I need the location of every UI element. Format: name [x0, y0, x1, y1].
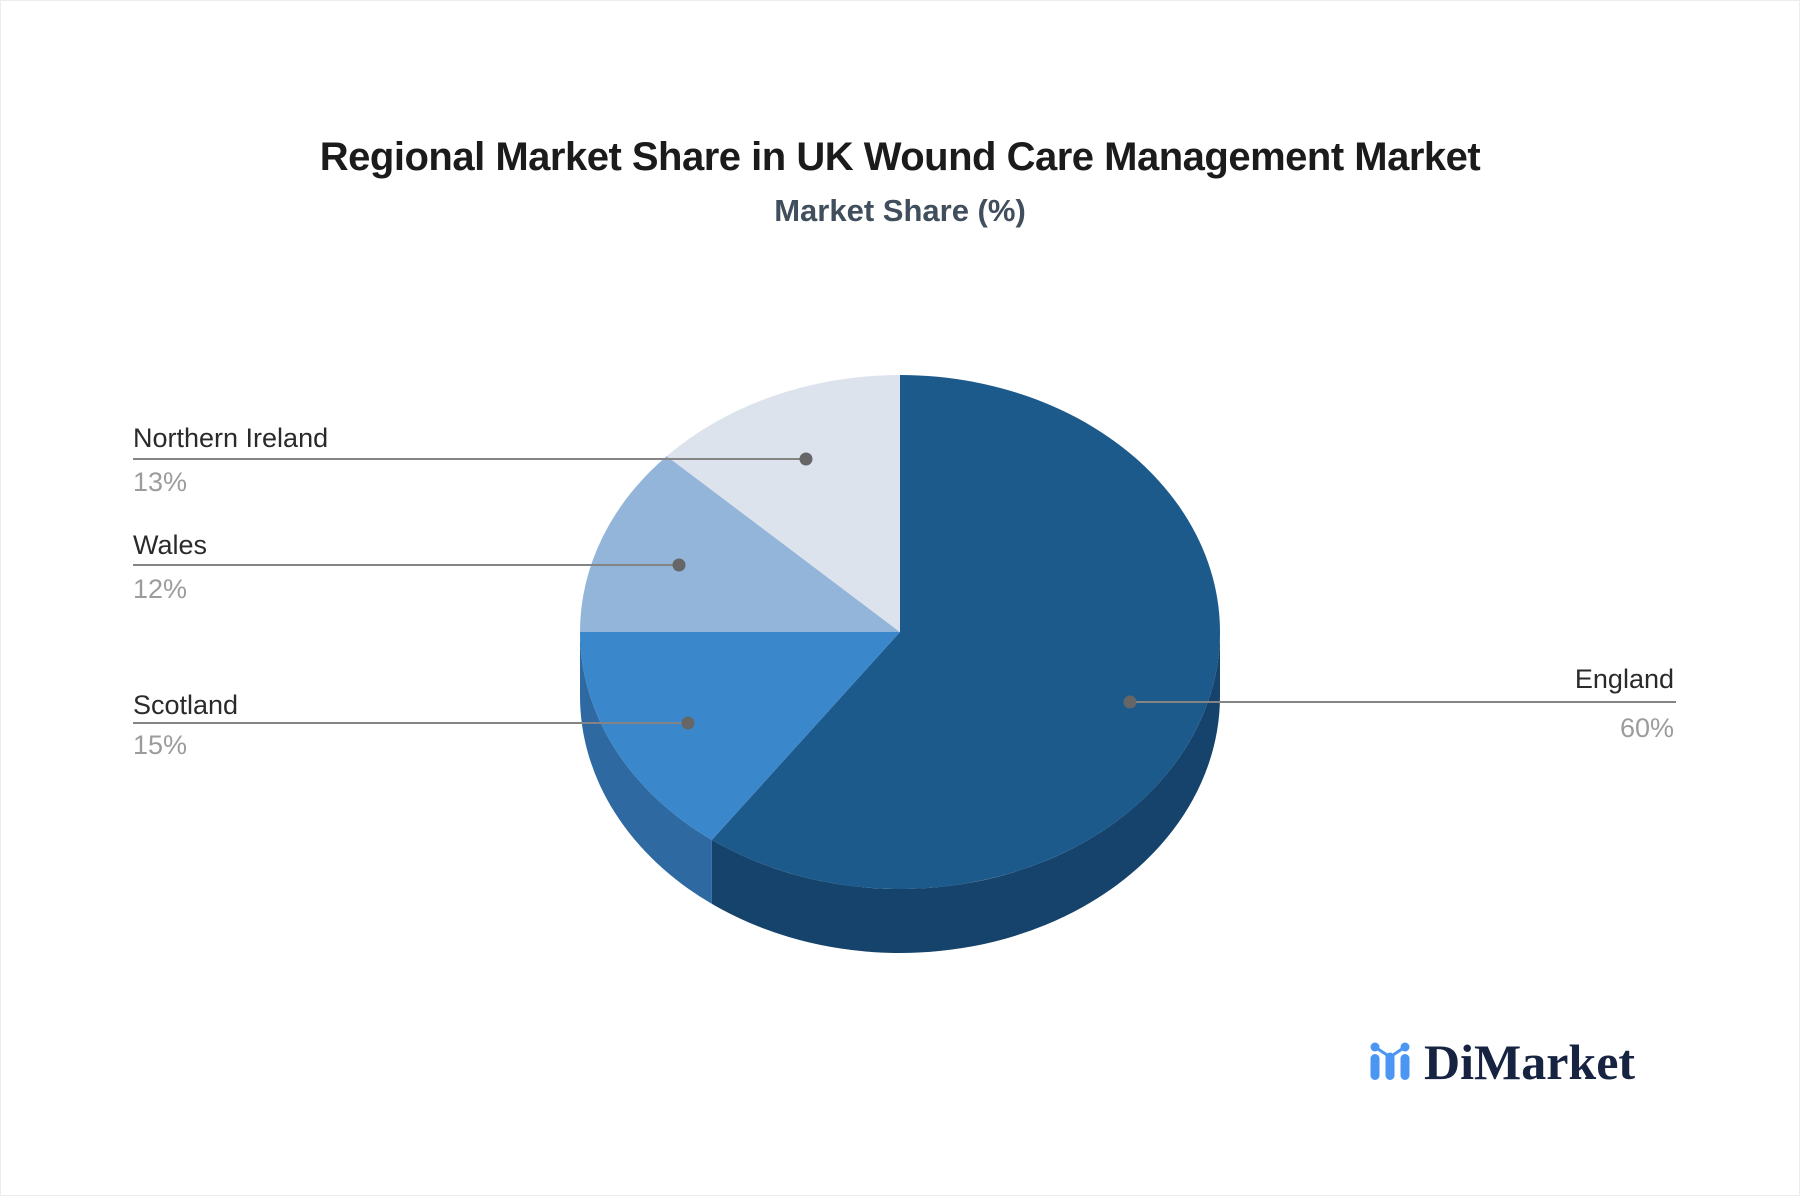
leader-lines [133, 458, 1676, 724]
pie-slices [580, 375, 1220, 953]
chart-title: Regional Market Share in UK Wound Care M… [319, 135, 1481, 179]
slice-label-england: England [1574, 664, 1674, 694]
pie-slice-side-england[interactable] [711, 632, 1220, 953]
pie-slice-scotland[interactable] [580, 632, 900, 840]
pie-slice-england[interactable] [711, 375, 1220, 889]
slice-value-england: 60% [1619, 713, 1674, 743]
leader-dot-northern-ireland [799, 452, 813, 466]
slice-label-northern-ireland: Northern Ireland [133, 423, 329, 453]
pie-slice-northern-ireland[interactable] [666, 375, 900, 632]
pie-slice-wales[interactable] [580, 456, 900, 632]
leader-dots [672, 452, 1137, 730]
chart-subtitle: Market Share (%) [774, 193, 1026, 228]
brand-logo-text: DiMarket [1424, 1034, 1636, 1090]
slice-label-wales: Wales [133, 530, 208, 560]
slice-label-scotland: Scotland [133, 690, 239, 720]
brand-logo: DiMarket [1367, 1037, 1635, 1087]
slice-value-northern-ireland: 13% [133, 467, 188, 497]
slice-value-scotland: 15% [133, 730, 188, 760]
slice-value-wales: 12% [133, 574, 188, 604]
pie-slice-side-scotland[interactable] [580, 632, 712, 904]
leader-dot-england [1123, 695, 1137, 709]
leader-dot-wales [672, 558, 686, 572]
bar-line-chart-icon [1370, 1042, 1410, 1080]
leader-dot-scotland [681, 716, 695, 730]
